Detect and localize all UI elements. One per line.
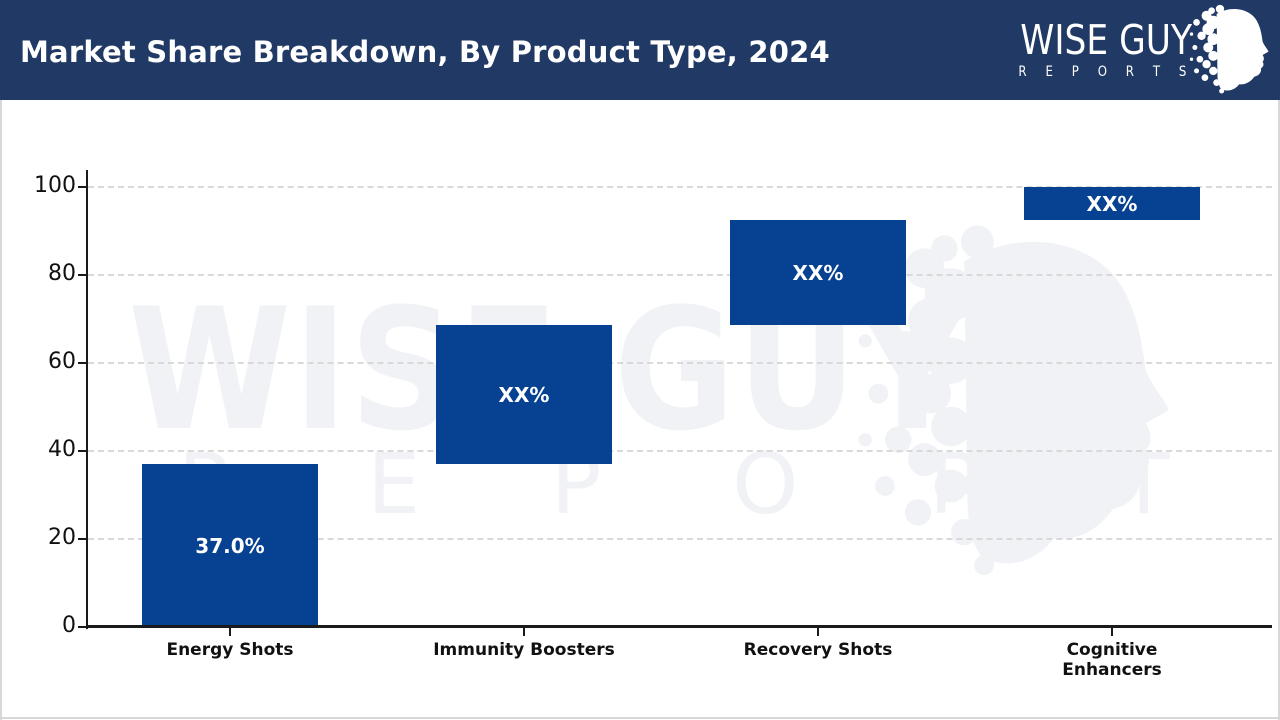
category-label-recovery-shots: Recovery Shots bbox=[743, 640, 893, 660]
bar-recovery-shots: XX% bbox=[730, 220, 906, 326]
y-tick-label-40: 40 bbox=[48, 437, 76, 462]
page-border-bottom bbox=[0, 717, 1280, 719]
category-label-cognitive-enhancers: Cognitive Enhancers bbox=[1062, 640, 1162, 681]
gridline-60 bbox=[88, 362, 1272, 364]
bar-immunity-boosters: XX% bbox=[436, 325, 612, 465]
y-tick-mark bbox=[78, 538, 87, 540]
logo-face-icon bbox=[1188, 4, 1272, 96]
gridline-80 bbox=[88, 274, 1272, 276]
gridline-100 bbox=[88, 186, 1272, 188]
x-axis-line bbox=[86, 625, 1272, 628]
header: Market Share Breakdown, By Product Type,… bbox=[0, 0, 1280, 100]
page-title: Market Share Breakdown, By Product Type,… bbox=[20, 35, 830, 69]
gridline-20 bbox=[88, 538, 1272, 540]
y-tick-label-80: 80 bbox=[48, 261, 76, 286]
bar-value-label: XX% bbox=[792, 260, 844, 285]
bar-value-label: XX% bbox=[498, 382, 550, 407]
gridline-40 bbox=[88, 450, 1272, 452]
category-label-energy-shots: Energy Shots bbox=[166, 640, 294, 660]
y-tick-mark bbox=[78, 186, 87, 188]
x-tick-mark bbox=[523, 627, 525, 636]
logo-text: WISE GUY R E P O R T S bbox=[1018, 16, 1194, 81]
bar-value-label: XX% bbox=[1086, 191, 1138, 216]
logo-wordmark: WISE GUY bbox=[1020, 16, 1193, 64]
logo: WISE GUY R E P O R T S bbox=[985, 4, 1272, 96]
page-border-right bbox=[1278, 100, 1280, 720]
logo-subtext: R E P O R T S bbox=[1018, 64, 1194, 80]
bar-cognitive-enhancers: XX% bbox=[1024, 187, 1200, 220]
y-tick-mark bbox=[78, 362, 87, 364]
y-tick-mark bbox=[78, 626, 87, 628]
y-tick-label-60: 60 bbox=[48, 349, 76, 374]
x-tick-mark bbox=[1111, 627, 1113, 636]
x-tick-mark bbox=[229, 627, 231, 636]
y-tick-mark bbox=[78, 450, 87, 452]
y-tick-label-100: 100 bbox=[34, 173, 76, 198]
category-label-immunity-boosters: Immunity Boosters bbox=[433, 640, 615, 660]
x-tick-mark bbox=[817, 627, 819, 636]
bar-value-label: 37.0% bbox=[195, 533, 265, 558]
bar-energy-shots: 37.0% bbox=[142, 464, 318, 627]
y-axis-line bbox=[86, 170, 88, 629]
y-tick-label-0: 0 bbox=[62, 613, 76, 638]
y-tick-label-20: 20 bbox=[48, 525, 76, 550]
page-border-left bbox=[0, 100, 2, 720]
y-tick-mark bbox=[78, 274, 87, 276]
